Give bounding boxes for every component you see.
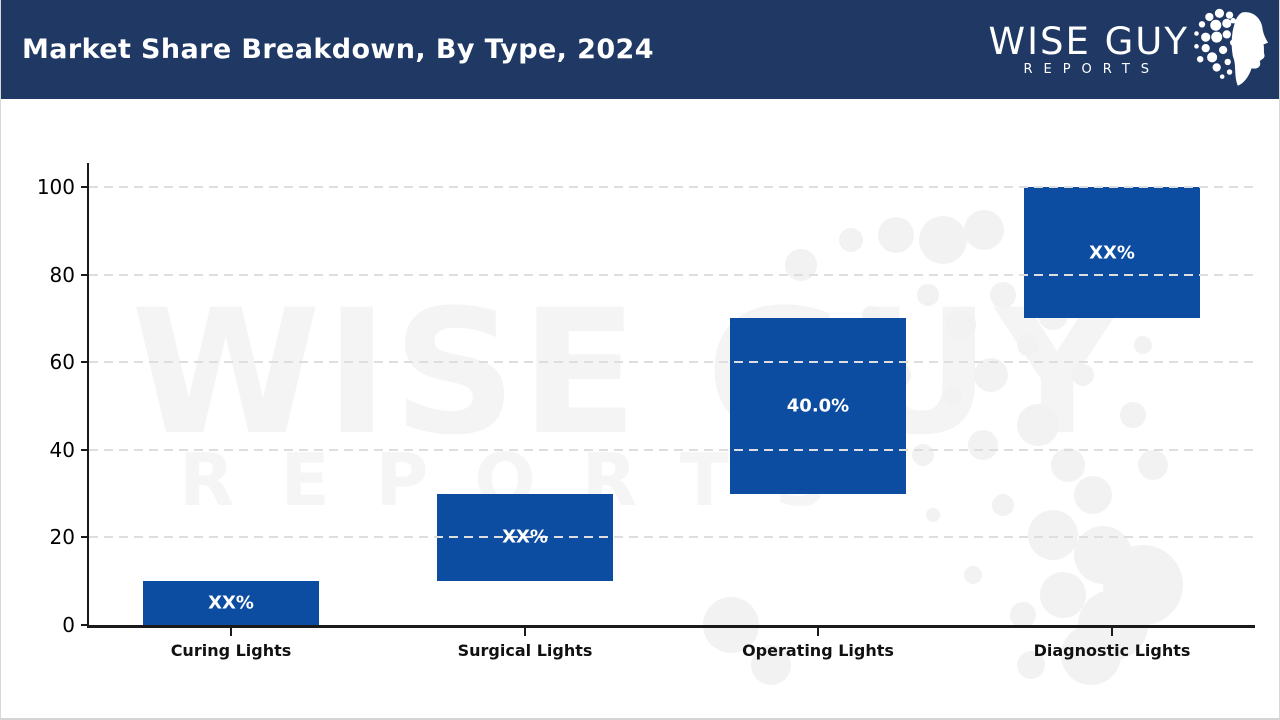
x-axis-line — [87, 625, 1255, 628]
gridline-y-40 — [89, 448, 1255, 451]
y-axis-tick-label: 40 — [49, 437, 75, 462]
y-axis-tick-label: 100 — [36, 175, 75, 199]
y-axis-tick-20 — [81, 536, 89, 539]
logo-wordmark-line2: REPORTS — [1023, 62, 1161, 78]
y-axis-tick-label: 80 — [49, 262, 75, 287]
x-axis-tick — [230, 628, 232, 636]
bar-value-label: XX% — [1089, 242, 1135, 264]
x-category-label-surgical-lights: Surgical Lights — [457, 641, 593, 660]
bar-value-label: XX% — [208, 592, 254, 614]
y-axis-tick-80 — [81, 273, 89, 276]
x-category-label-diagnostic-lights: Diagnostic Lights — [1033, 641, 1191, 660]
x-axis-tick — [1111, 628, 1113, 636]
logo-wordmark-line1: WISE GUY — [988, 19, 1189, 63]
y-axis-tick-40 — [81, 448, 89, 451]
logo-wordmark: WISE GUY REPORTS — [988, 19, 1189, 78]
x-category-label-curing-lights: Curing Lights — [170, 641, 292, 660]
bar-curing-lights — [143, 581, 319, 625]
y-axis-tick-label: 20 — [49, 525, 75, 550]
y-axis-tick-0 — [81, 624, 89, 626]
bar-value-label: XX% — [502, 526, 548, 548]
bar-diagnostic-lights — [1024, 187, 1200, 319]
watermark-wordmark: WISE GUY — [131, 272, 1124, 473]
gridline-y-80 — [89, 273, 1255, 276]
bar-value-label: 40.0% — [786, 395, 850, 417]
header-band: Market Share Breakdown, By Type, 2024 WI… — [1, 0, 1279, 99]
gridline-y-20 — [89, 536, 1255, 539]
gridline-y-100 — [89, 186, 1255, 188]
y-axis-tick-100 — [81, 186, 89, 188]
gridline-y-60 — [89, 361, 1255, 364]
bar-operating-lights — [730, 318, 906, 494]
y-axis-line — [87, 163, 89, 628]
page-title: Market Share Breakdown, By Type, 2024 — [22, 34, 654, 65]
x-axis-tick — [817, 628, 819, 636]
y-axis-tick-label: 0 — [62, 613, 75, 637]
logo-face-icon — [1194, 8, 1269, 86]
y-axis-tick-60 — [81, 361, 89, 364]
y-axis-tick-label: 60 — [49, 350, 75, 375]
wise-guy-logo: WISE GUY REPORTS — [989, 6, 1269, 94]
x-axis-tick — [524, 628, 526, 636]
x-category-label-operating-lights: Operating Lights — [742, 641, 894, 660]
